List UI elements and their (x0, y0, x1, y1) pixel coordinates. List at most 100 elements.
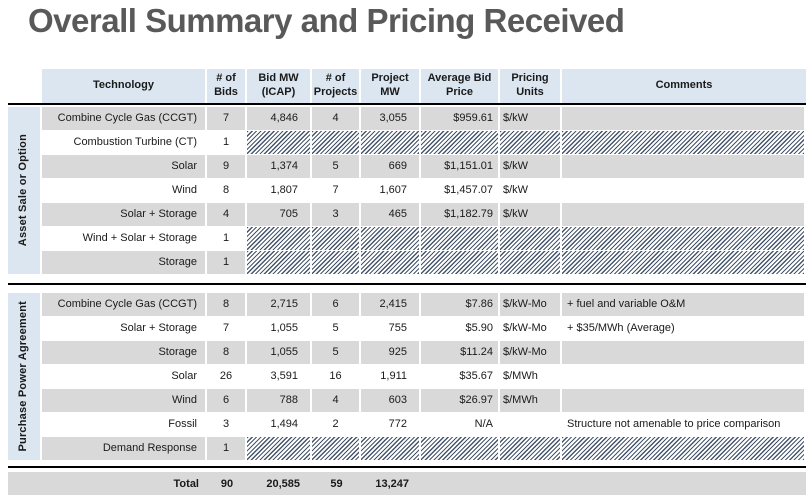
cell-projects: 5 (312, 341, 361, 364)
cell-avg-price: $26.97 (421, 389, 500, 412)
col-header-avg-price: Average Bid Price (421, 69, 500, 103)
cell-bids: 1 (207, 227, 247, 250)
cell-technology: Combustion Turbine (CT) (42, 131, 207, 154)
cell-project-mw: 3,055 (361, 107, 421, 130)
cell-bids: 9 (207, 155, 247, 178)
cell-technology: Solar + Storage (42, 317, 207, 340)
table-row: Wind 8 1,807 7 1,607 $1,457.07 $/kW (42, 179, 806, 202)
cell-bids: 8 (207, 341, 247, 364)
cell-units-hatched (500, 227, 562, 250)
cell-projects-hatched (312, 437, 361, 460)
col-header-corner (8, 69, 42, 103)
cell-units-hatched (500, 251, 562, 274)
cell-bids: 4 (207, 203, 247, 226)
cell-avg-price: $11.24 (421, 341, 500, 364)
cell-comments (562, 155, 806, 178)
cell-comments-hatched (562, 437, 806, 460)
page-title: Overall Summary and Pricing Received (28, 2, 625, 39)
cell-comments: Structure not amenable to price comparis… (562, 413, 806, 436)
table-sections: Asset Sale or Option Combine Cycle Gas (C… (8, 107, 806, 460)
cell-project-mw: 2,415 (361, 293, 421, 316)
col-header-comments: Comments (562, 69, 806, 103)
table-row: Wind 6 788 4 603 $26.97 $/MWh (42, 389, 806, 412)
cell-bids: 7 (207, 107, 247, 130)
total-project-mw: 13,247 (375, 477, 409, 490)
cell-units-hatched (500, 437, 562, 460)
cell-units: $/MWh (500, 365, 562, 388)
total-divider-line (8, 466, 806, 468)
cell-technology: Wind + Solar + Storage (42, 227, 207, 250)
cell-projects: 5 (312, 155, 361, 178)
cell-bid-mw-hatched (247, 437, 312, 460)
cell-comments (562, 341, 806, 364)
table-row: Storage 1 (42, 251, 806, 274)
total-label: Total (173, 477, 199, 490)
cell-technology: Storage (42, 251, 207, 274)
cell-bid-mw-hatched (247, 227, 312, 250)
col-header-bid-mw: Bid MW (ICAP) (247, 69, 312, 103)
table-row: Solar + Storage 7 1,055 5 755 $5.90 $/kW-Mo + $… (42, 317, 806, 340)
cell-bid-mw: 705 (247, 203, 312, 226)
cell-technology: Solar (42, 365, 207, 388)
cell-bid-mw: 1,494 (247, 413, 312, 436)
cell-bid-mw-hatched (247, 251, 312, 274)
cell-bid-mw: 3,591 (247, 365, 312, 388)
cell-comments-hatched (562, 227, 806, 250)
total-avg-price (421, 472, 500, 495)
table-row: Fossil 3 1,494 2 772 N/A Structure not amenabl… (42, 413, 806, 436)
cell-projects: 5 (312, 317, 361, 340)
cell-comments: + $35/MWh (Average) (562, 317, 806, 340)
table-row: Wind + Solar + Storage 1 (42, 227, 806, 250)
cell-projects: 4 (312, 107, 361, 130)
table-row: Solar + Storage 4 705 3 465 $1,182.79 $/kW (42, 203, 806, 226)
cell-bid-mw: 2,715 (247, 293, 312, 316)
cell-avg-price: $1,151.01 (421, 155, 500, 178)
cell-avg-price-hatched (421, 227, 500, 250)
cell-projects-hatched (312, 251, 361, 274)
summary-table: Technology # of Bids Bid MW (ICAP) # of … (8, 69, 806, 495)
cell-units: $/kW-Mo (500, 317, 562, 340)
cell-avg-price-hatched (421, 131, 500, 154)
cell-project-mw: 1,607 (361, 179, 421, 202)
cell-project-mw: 669 (361, 155, 421, 178)
table-row: Solar 26 3,591 16 1,911 $35.67 $/MWh (42, 365, 806, 388)
cell-bids: 1 (207, 131, 247, 154)
cell-bid-mw-hatched (247, 131, 312, 154)
cell-technology: Storage (42, 341, 207, 364)
cell-project-mw: 1,911 (361, 365, 421, 388)
total-projects: 59 (330, 477, 343, 490)
cell-projects: 6 (312, 293, 361, 316)
cell-comments (562, 365, 806, 388)
header-divider-line (8, 103, 806, 105)
table-row: Combustion Turbine (CT) 1 (42, 131, 806, 154)
cell-bid-mw: 1,374 (247, 155, 312, 178)
section-label-band: Purchase Power Agreement (8, 293, 40, 460)
cell-comments (562, 389, 806, 412)
total-units (500, 472, 562, 495)
cell-units-hatched (500, 131, 562, 154)
cell-bids: 7 (207, 317, 247, 340)
cell-projects: 2 (312, 413, 361, 436)
cell-avg-price: N/A (421, 413, 500, 436)
cell-technology: Combine Cycle Gas (CCGT) (42, 107, 207, 130)
table-section: Purchase Power Agreement Combine Cycle Ga… (8, 293, 806, 460)
cell-bids: 6 (207, 389, 247, 412)
cell-units: $/kW-Mo (500, 341, 562, 364)
cell-technology: Fossil (42, 413, 207, 436)
cell-units: $/kW (500, 155, 562, 178)
cell-project-mw: 925 (361, 341, 421, 364)
cell-projects-hatched (312, 131, 361, 154)
cell-units: $/kW (500, 107, 562, 130)
cell-bid-mw: 4,846 (247, 107, 312, 130)
cell-avg-price-hatched (421, 437, 500, 460)
cell-project-mw-hatched (361, 131, 421, 154)
total-row: Total 90 20,585 59 13,247 (8, 472, 806, 495)
cell-project-mw: 772 (361, 413, 421, 436)
cell-units: $/MWh (500, 389, 562, 412)
table-header-row: Technology # of Bids Bid MW (ICAP) # of … (8, 69, 806, 103)
col-header-technology: Technology (42, 69, 207, 103)
cell-bids: 8 (207, 179, 247, 202)
cell-technology: Solar + Storage (42, 203, 207, 226)
table-row: Storage 8 1,055 5 925 $11.24 $/kW-Mo (42, 341, 806, 364)
table-row: Combine Cycle Gas (CCGT) 7 4,846 4 3,055 $959… (42, 107, 806, 130)
